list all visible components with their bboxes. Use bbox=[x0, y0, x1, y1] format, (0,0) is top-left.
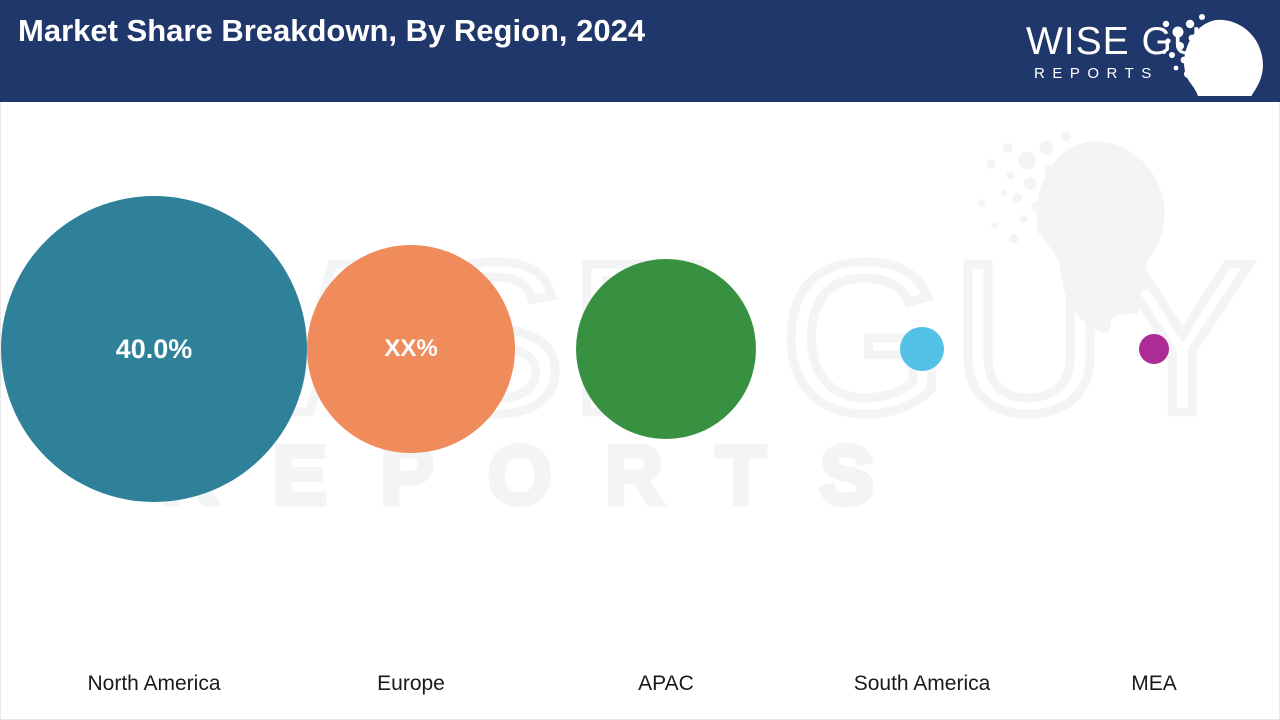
bubble-label-europe: XX% bbox=[384, 335, 438, 362]
chart-header: Market Share Breakdown, By Region, 2024 … bbox=[0, 0, 1280, 102]
svg-text:REPORTS: REPORTS bbox=[161, 431, 929, 519]
wise-guy-reports-logo: WISE GUY REPORTS bbox=[1020, 8, 1270, 96]
bubble-europe[interactable]: XX% bbox=[307, 245, 515, 453]
category-label-north-america: North America bbox=[87, 672, 221, 695]
bubble-mea[interactable] bbox=[1139, 334, 1169, 364]
bubble-label-north-america: 40.0% bbox=[115, 333, 193, 364]
bubble-apac[interactable] bbox=[576, 259, 756, 439]
category-label-mea: MEA bbox=[1131, 672, 1177, 695]
category-label-apac: APAC bbox=[638, 672, 694, 695]
bubble-north-america[interactable]: 40.0% bbox=[1, 196, 307, 502]
category-label-south-america: South America bbox=[853, 672, 991, 695]
bubble-south-america[interactable] bbox=[900, 327, 944, 371]
chart-plot-area: WISE GUY REPORTS bbox=[0, 102, 1280, 720]
svg-text:REPORTS: REPORTS bbox=[1034, 65, 1159, 82]
category-label-europe: Europe bbox=[377, 672, 445, 695]
page-title: Market Share Breakdown, By Region, 2024 bbox=[18, 13, 646, 48]
